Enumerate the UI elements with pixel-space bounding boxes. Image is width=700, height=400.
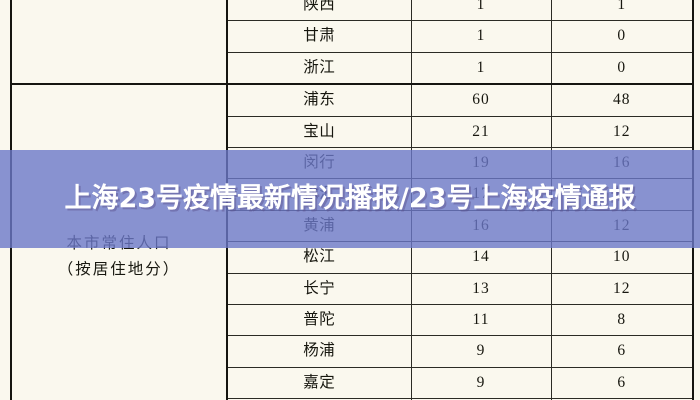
value-secondary: 12 [550,272,694,305]
district-name: 长宁 [226,272,412,305]
value-primary: 13 [410,272,552,305]
value-primary: 1 [410,0,552,22]
district-name: 甘肃 [226,20,412,53]
value-secondary: 8 [550,303,694,337]
value-secondary: 48 [550,83,694,117]
value-secondary: 6 [550,366,694,400]
value-primary: 1 [410,51,552,85]
table-row: 杨浦 9 6 [11,335,694,368]
table-row: 陕西 1 1 [10,0,694,85]
group-label-upper [10,0,228,85]
district-name: 陕西 [226,0,412,22]
value-secondary: 1 [550,0,694,22]
table-row: 甘肃 1 0 [11,20,694,53]
value-primary: 9 [410,366,552,400]
district-name: 杨浦 [226,335,412,368]
overlay-caption-title: 上海23号疫情最新情况播报/23号上海疫情通报 [64,183,636,214]
district-name: 浙江 [226,51,412,85]
table-row: 长宁 13 12 [11,272,694,305]
value-primary: 1 [410,20,552,53]
table-row: 本市常住人口（按居住地分） 浦东 60 48 [10,83,694,400]
table-row: 嘉定 9 6 [11,366,694,400]
district-name: 普陀 [226,303,412,337]
table-row: 宝山 21 12 [11,115,694,148]
value-secondary: 0 [550,20,694,53]
value-primary: 9 [410,335,552,368]
value-secondary: 6 [550,335,694,368]
value-primary: 60 [410,83,552,117]
value-secondary: 0 [550,51,694,85]
value-primary: 21 [410,115,552,148]
district-name: 宝山 [226,115,412,148]
table-row [11,398,694,400]
district-name: 浦东 [226,83,412,117]
value-secondary: 12 [550,115,694,148]
value-primary: 11 [410,303,552,337]
district-name: 嘉定 [226,366,412,400]
overlay-caption-banner: 上海23号疫情最新情况播报/23号上海疫情通报 [0,150,700,248]
table-row: 普陀 11 8 [11,303,694,337]
value-secondary [550,398,694,400]
